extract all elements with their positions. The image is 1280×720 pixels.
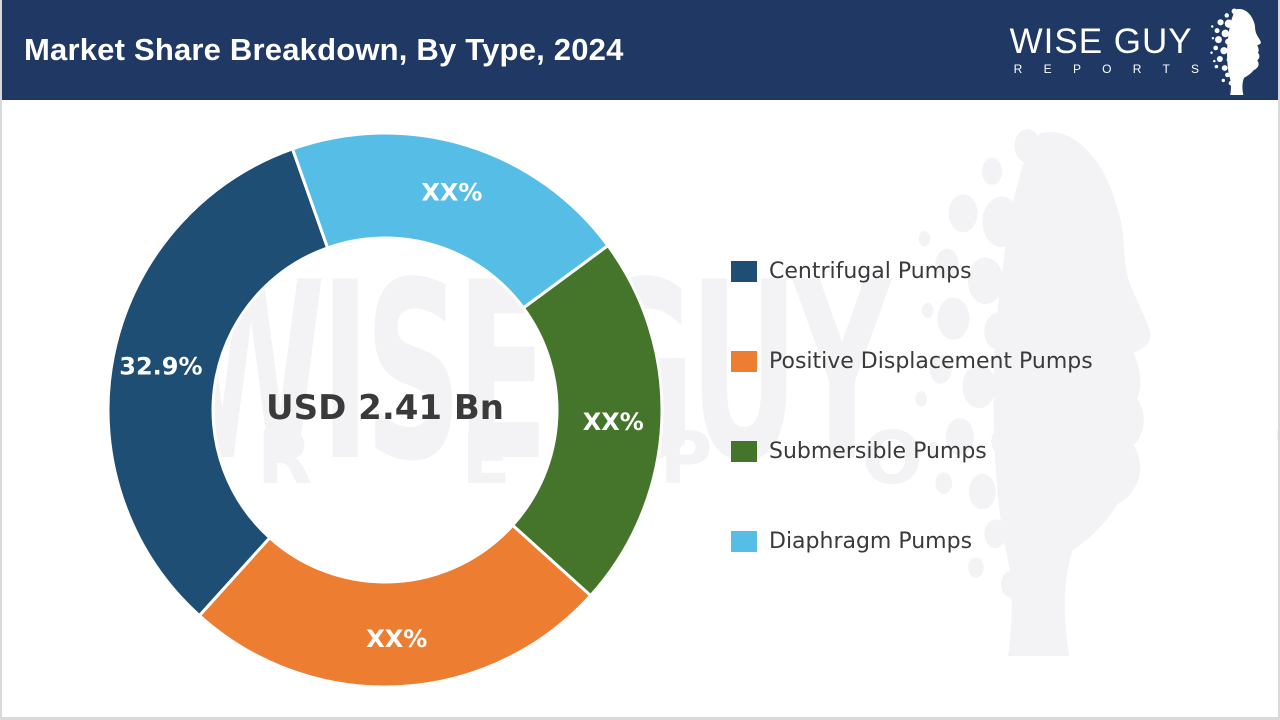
donut-segment-0[interactable] <box>106 147 330 618</box>
legend-label: Centrifugal Pumps <box>769 258 972 284</box>
legend-label: Positive Displacement Pumps <box>769 348 1093 374</box>
legend-item-submersible-pumps[interactable]: Submersible Pumps <box>731 436 1093 466</box>
donut-segment-2[interactable] <box>511 244 664 598</box>
legend-item-centrifugal-pumps[interactable]: Centrifugal Pumps <box>731 256 1093 286</box>
donut-chart: 32.9% XX% XX% XX% <box>106 131 664 689</box>
donut-segment-3[interactable] <box>291 131 610 310</box>
segment-value-label: XX% <box>583 408 644 436</box>
dot-face-profile-icon <box>1210 8 1261 95</box>
segment-value-label: XX% <box>366 625 427 653</box>
logo-subtitle: R E P O R T S <box>1013 62 1208 76</box>
header-bar: Market Share Breakdown, By Type, 2024 WI… <box>2 0 1278 100</box>
legend-swatch <box>731 440 757 462</box>
donut-center-value: USD 2.41 Bn <box>266 388 504 428</box>
donut-segment-1[interactable] <box>197 523 593 689</box>
legend-label: Diaphragm Pumps <box>769 528 973 554</box>
legend-swatch <box>731 260 757 282</box>
chart-area: WISE GUY R E P O R T S 32.9%XX%XX%XX% US… <box>2 100 1278 717</box>
page-title: Market Share Breakdown, By Type, 2024 <box>24 32 624 67</box>
legend-item-positive-displacement-pumps[interactable]: Positive Displacement Pumps <box>731 346 1093 376</box>
logo-wordmark: WISE GUY <box>1009 22 1193 61</box>
legend: Centrifugal Pumps Positive Displacement … <box>731 256 1093 616</box>
legend-swatch <box>731 350 757 372</box>
segment-value-label: XX% <box>421 179 482 207</box>
legend-label: Submersible Pumps <box>769 438 987 464</box>
wise-guy-logo: WISE GUY R E P O R T S <box>1010 5 1268 95</box>
legend-item-diaphragm-pumps[interactable]: Diaphragm Pumps <box>731 526 1093 556</box>
legend-swatch <box>731 530 757 552</box>
segment-value-label: 32.9% <box>119 352 202 380</box>
